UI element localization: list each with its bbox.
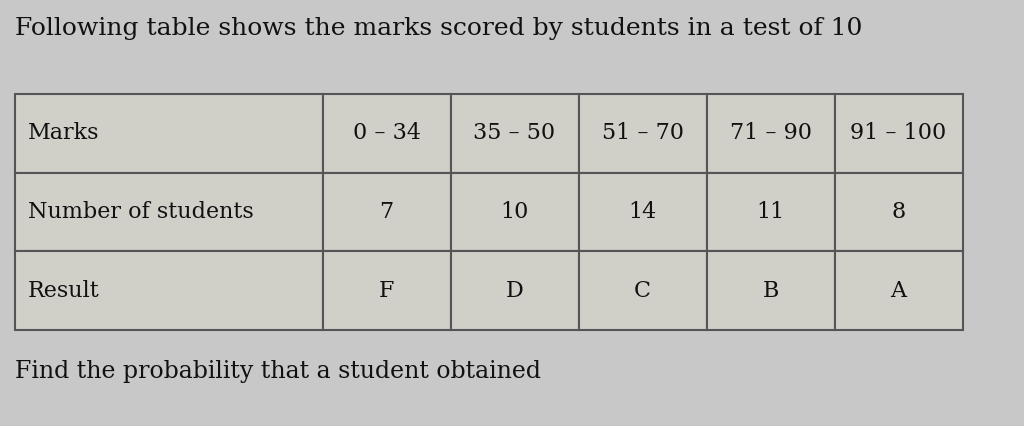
Text: D: D	[506, 280, 523, 302]
Bar	[579, 94, 707, 173]
Bar	[451, 173, 579, 251]
Bar	[15, 173, 323, 251]
Bar	[15, 94, 323, 173]
Text: F: F	[379, 280, 394, 302]
Bar	[451, 251, 579, 330]
Bar	[707, 94, 835, 173]
Text: 35 – 50: 35 – 50	[473, 122, 556, 144]
Text: B: B	[763, 280, 778, 302]
Bar	[707, 173, 835, 251]
Bar	[451, 94, 579, 173]
Text: 8: 8	[892, 201, 905, 223]
Bar	[323, 94, 451, 173]
Text: 7: 7	[380, 201, 393, 223]
Text: C: C	[634, 280, 651, 302]
Bar	[323, 251, 451, 330]
Bar	[707, 251, 835, 330]
Text: 51 – 70: 51 – 70	[601, 122, 684, 144]
Text: 10: 10	[501, 201, 528, 223]
Text: 14: 14	[629, 201, 656, 223]
Text: Following table shows the marks scored by students in a test of 10: Following table shows the marks scored b…	[15, 17, 863, 40]
Bar	[835, 173, 963, 251]
Text: 91 – 100: 91 – 100	[851, 122, 946, 144]
Text: Find the probability that a student obtained: Find the probability that a student obta…	[15, 360, 542, 383]
Bar	[15, 251, 323, 330]
Bar	[835, 251, 963, 330]
Bar	[579, 173, 707, 251]
Text: Result: Result	[28, 280, 99, 302]
Text: 11: 11	[757, 201, 784, 223]
Text: 0 – 34: 0 – 34	[352, 122, 421, 144]
Text: Marks: Marks	[28, 122, 99, 144]
Text: A: A	[891, 280, 906, 302]
Bar	[835, 94, 963, 173]
Text: Number of students: Number of students	[28, 201, 253, 223]
Text: 71 – 90: 71 – 90	[729, 122, 812, 144]
Bar	[323, 173, 451, 251]
Bar	[579, 251, 707, 330]
